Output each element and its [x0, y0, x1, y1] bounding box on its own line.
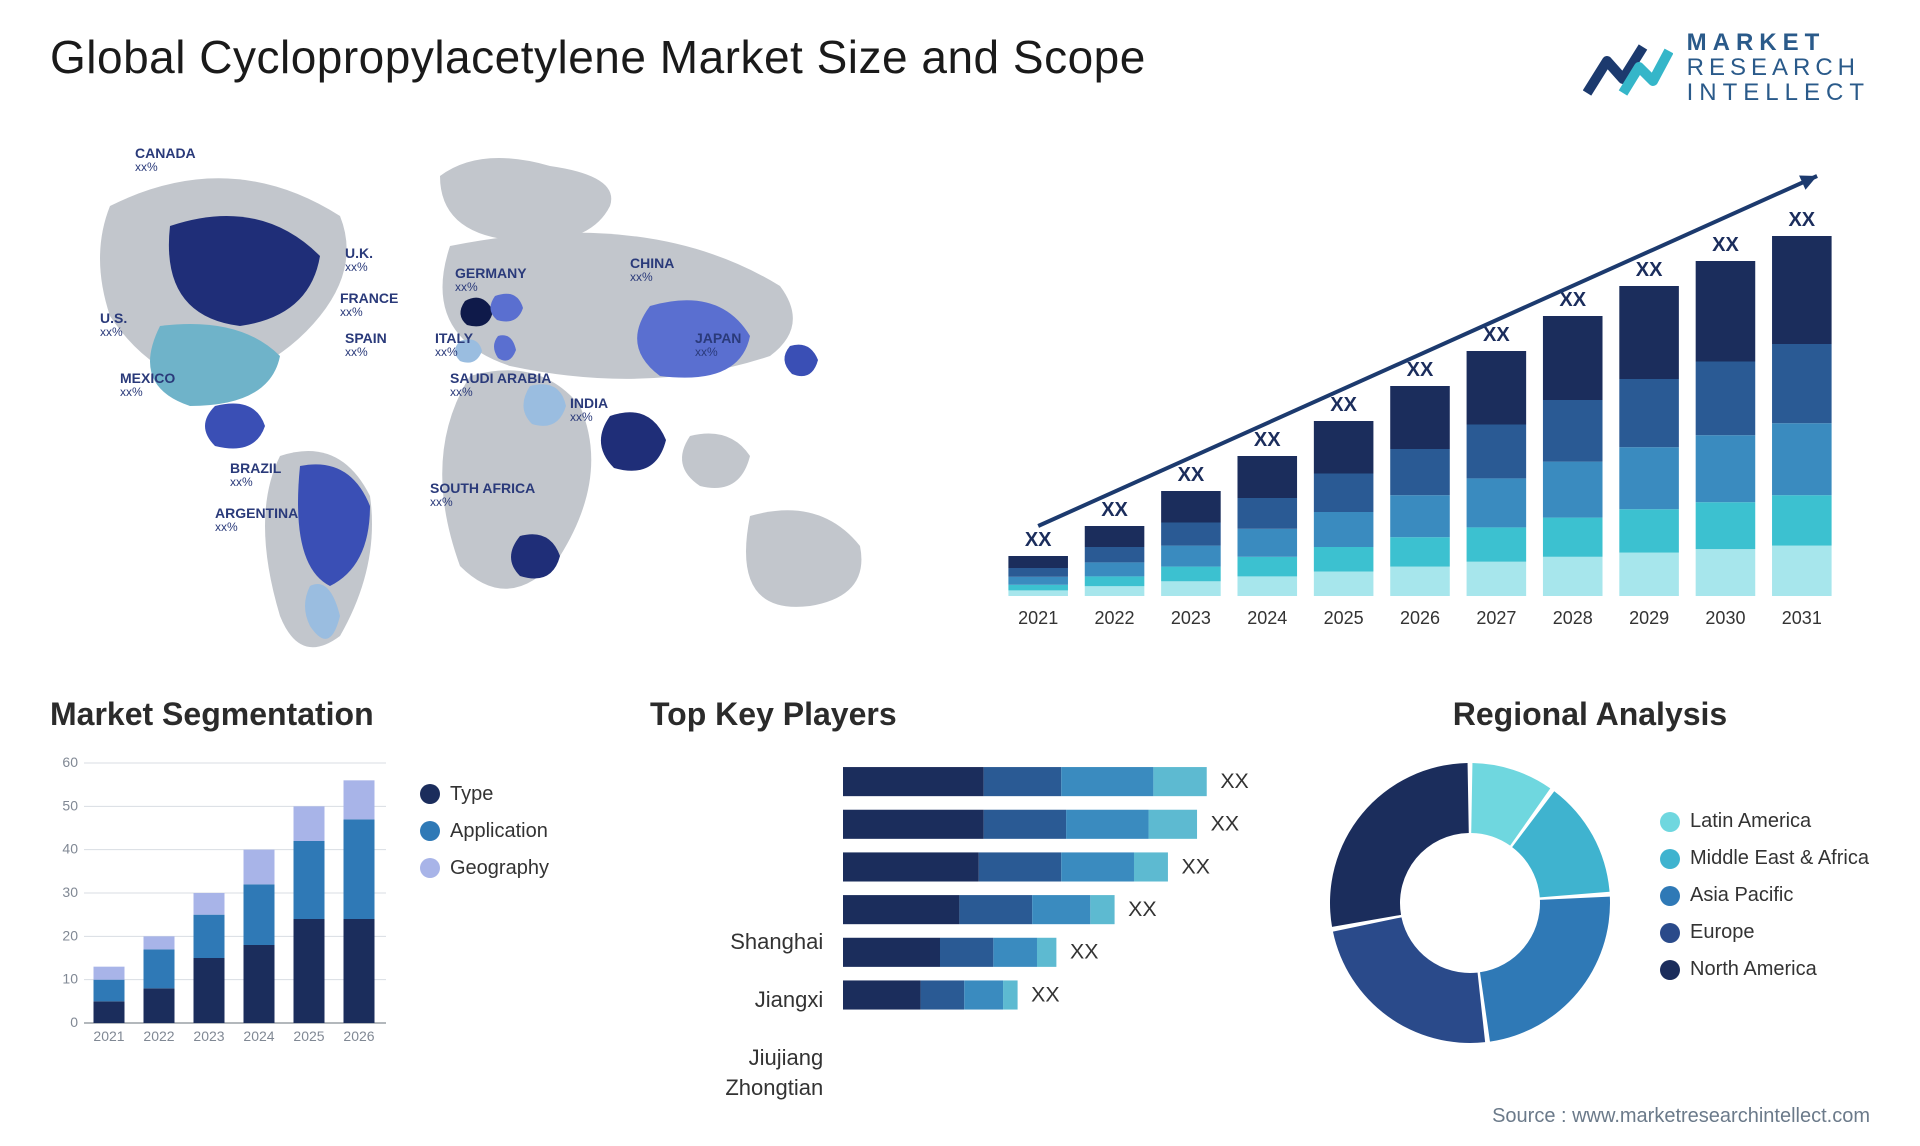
svg-text:XX: XX [1221, 769, 1249, 793]
map-country-label: ITALYxx% [435, 331, 473, 360]
players-row-label: Jiujiang Zhongtian [650, 1043, 823, 1073]
svg-text:30: 30 [62, 884, 78, 900]
svg-text:2023: 2023 [1171, 608, 1211, 628]
svg-text:2026: 2026 [343, 1028, 374, 1044]
svg-text:XX: XX [1254, 429, 1281, 451]
brand-logo: MARKET RESEARCH INTELLECT [1583, 30, 1870, 106]
svg-text:2025: 2025 [1324, 608, 1364, 628]
players-chart-svg: XXXXXXXXXXXX [843, 753, 1270, 1043]
regional-legend-item: Middle East & Africa [1660, 847, 1869, 870]
svg-text:XX: XX [1031, 982, 1059, 1006]
svg-text:2023: 2023 [193, 1028, 224, 1044]
regional-legend-item: Asia Pacific [1660, 884, 1869, 907]
svg-text:2024: 2024 [243, 1028, 274, 1044]
logo-line3: INTELLECT [1687, 80, 1870, 105]
svg-text:2026: 2026 [1400, 608, 1440, 628]
map-country-label: ARGENTINAxx% [215, 506, 298, 535]
map-country-label: MEXICOxx% [120, 371, 175, 400]
map-country-label: JAPANxx% [695, 331, 741, 360]
svg-text:2029: 2029 [1629, 608, 1669, 628]
svg-text:XX: XX [1636, 259, 1663, 281]
logo-icon [1583, 33, 1673, 103]
svg-text:XX: XX [1211, 811, 1239, 835]
segmentation-chart-svg: 0 10 20 30 40 50 60 2021 2022 2023 2024 2025 2026 [50, 753, 390, 1053]
regional-donut-svg [1310, 753, 1630, 1053]
map-country-label: INDIAxx% [570, 396, 608, 425]
svg-text:XX: XX [1182, 854, 1210, 878]
svg-text:XX: XX [1407, 359, 1434, 381]
svg-text:XX: XX [1483, 324, 1510, 346]
map-country-label: CHINAxx% [630, 256, 674, 285]
players-row-label: Jiangxi [650, 985, 823, 1015]
svg-text:XX: XX [1101, 499, 1128, 521]
map-country-label: BRAZILxx% [230, 461, 281, 490]
regional-legend: Latin America Middle East & Africa Asia Pa… [1660, 810, 1869, 995]
players-row-label [650, 753, 823, 783]
logo-line1: MARKET [1687, 30, 1870, 55]
svg-text:XX: XX [1070, 939, 1098, 963]
svg-text:XX: XX [1559, 289, 1586, 311]
players-labels: Shanghai Jiangxi Jiujiang Zhongtian [650, 753, 823, 1077]
svg-text:XX: XX [1712, 234, 1739, 256]
regional-legend-item: North America [1660, 958, 1869, 981]
players-row-label [650, 869, 823, 899]
svg-text:2030: 2030 [1705, 608, 1745, 628]
players-panel: Top Key Players Shanghai Jiangxi Jiujiang … [650, 696, 1270, 1077]
regional-legend-item: Europe [1660, 921, 1869, 944]
map-country-label: SPAINxx% [345, 331, 387, 360]
svg-text:2027: 2027 [1476, 608, 1516, 628]
growth-chart-panel: XX 2021 XX 2022 XX 2023 XX 2024 XX 2025 XX 2026 XX 20… [980, 136, 1870, 656]
map-country-label: SAUDI ARABIAxx% [450, 371, 551, 400]
logo-line2: RESEARCH [1687, 55, 1870, 80]
svg-text:XX: XX [1788, 209, 1815, 231]
segmentation-legend-item: Type [420, 783, 549, 806]
svg-text:2024: 2024 [1247, 608, 1287, 628]
svg-text:XX: XX [1128, 897, 1156, 921]
map-country-label: U.K.xx% [345, 246, 373, 275]
svg-text:XX: XX [1178, 464, 1205, 486]
regional-panel: Regional Analysis Latin America Middle Ea… [1310, 696, 1870, 1077]
map-country-label: U.S.xx% [100, 311, 127, 340]
page-title: Global Cyclopropylacetylene Market Size … [50, 30, 1146, 84]
svg-text:2021: 2021 [1018, 608, 1058, 628]
segmentation-legend-item: Application [420, 820, 549, 843]
segmentation-legend-item: Geography [420, 857, 549, 880]
svg-text:50: 50 [62, 797, 78, 813]
svg-text:60: 60 [62, 754, 78, 770]
map-country-label: SOUTH AFRICAxx% [430, 481, 535, 510]
segmentation-title: Market Segmentation [50, 696, 610, 733]
segmentation-legend: Type Application Geography [420, 753, 549, 1053]
svg-text:40: 40 [62, 840, 78, 856]
regional-title: Regional Analysis [1310, 696, 1870, 733]
players-row-label [650, 811, 823, 841]
svg-text:2025: 2025 [293, 1028, 324, 1044]
svg-text:2021: 2021 [93, 1028, 124, 1044]
svg-text:XX: XX [1330, 394, 1357, 416]
svg-text:2031: 2031 [1782, 608, 1822, 628]
map-country-label: FRANCExx% [340, 291, 398, 320]
svg-text:2022: 2022 [1095, 608, 1135, 628]
world-map-panel: CANADAxx% U.S.xx% MEXICOxx% U.K.xx% FRANCExx… [50, 136, 930, 656]
svg-text:2028: 2028 [1553, 608, 1593, 628]
svg-text:2022: 2022 [143, 1028, 174, 1044]
segmentation-panel: Market Segmentation 0 10 20 30 40 50 60 2021 202… [50, 696, 610, 1077]
map-country-label: GERMANYxx% [455, 266, 527, 295]
map-country-label: CANADAxx% [135, 146, 196, 175]
players-title: Top Key Players [650, 696, 1270, 733]
svg-text:XX: XX [1025, 529, 1052, 551]
svg-text:0: 0 [70, 1014, 78, 1030]
regional-legend-item: Latin America [1660, 810, 1869, 833]
growth-chart-svg: XX 2021 XX 2022 XX 2023 XX 2024 XX 2025 XX 2026 XX 20… [980, 136, 1860, 656]
players-row-label: Shanghai [650, 927, 823, 957]
source-attribution: Source : www.marketresearchintellect.com [1492, 1105, 1870, 1128]
svg-text:20: 20 [62, 927, 78, 943]
svg-text:10: 10 [62, 970, 78, 986]
